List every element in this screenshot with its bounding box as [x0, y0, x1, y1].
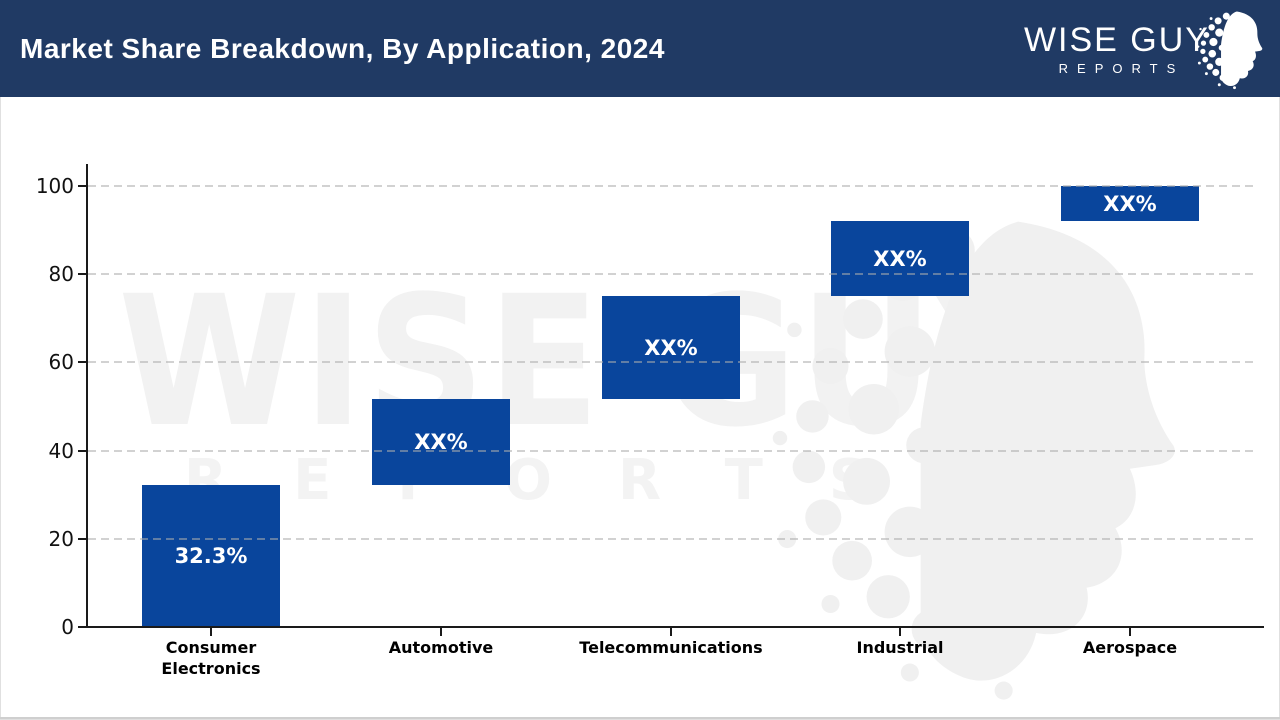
bar [1061, 186, 1199, 222]
page-title: Market Share Breakdown, By Application, … [20, 32, 665, 64]
y-tick [78, 449, 86, 452]
gridline [88, 361, 1258, 364]
y-tick-label: 0 [61, 615, 74, 639]
y-tick [78, 273, 86, 276]
y-tick [78, 361, 86, 364]
watermark-reports: REPORTS [184, 448, 936, 513]
x-tick [210, 628, 212, 636]
x-tick [670, 628, 672, 636]
bar [602, 296, 740, 400]
y-axis-spine [86, 164, 88, 628]
bar-value-label: XX% [1103, 191, 1157, 216]
wiseguy-logo: WISE GUY REPORTS [1024, 8, 1268, 90]
logo-text: WISE GUY REPORTS [1024, 23, 1210, 76]
bar-value-label: XX% [414, 430, 468, 454]
x-tick [1129, 628, 1131, 636]
y-tick [78, 626, 86, 628]
gridline [88, 449, 1258, 452]
category-label: Telecommunications [579, 638, 763, 657]
gridline [88, 537, 1258, 540]
y-tick-label: 40 [48, 438, 74, 463]
x-tick [440, 628, 442, 636]
y-tick-label: 100 [35, 174, 74, 198]
logo-wordmark: WISE GUY [1023, 20, 1210, 59]
bar [142, 484, 280, 627]
category-label: Aerospace [1082, 638, 1178, 657]
y-tick [78, 537, 86, 540]
category-label: Automotive [388, 638, 494, 657]
category-label: Industrial [856, 638, 944, 657]
y-tick-label: 80 [48, 262, 74, 287]
bar [831, 221, 969, 297]
y-tick [78, 185, 86, 187]
y-tick-label: 60 [48, 350, 74, 375]
bottom-border [0, 717, 1280, 719]
category-label: Consumer Electronics [161, 638, 261, 678]
x-tick [899, 628, 901, 636]
bar-value-label: 32.3% [174, 543, 248, 568]
y-tick-label: 20 [48, 526, 74, 551]
bar-value-label: XX% [873, 246, 927, 271]
logo-subtext: REPORTS [1058, 60, 1185, 76]
dotted-head-logo-icon [1197, 11, 1263, 90]
x-axis-line [86, 626, 1264, 628]
bar-value-label: XX% [644, 335, 698, 360]
header: Market Share Breakdown, By Application, … [0, 0, 1280, 97]
gridline [88, 273, 1258, 276]
gridline [88, 185, 1258, 187]
bar [372, 399, 510, 485]
